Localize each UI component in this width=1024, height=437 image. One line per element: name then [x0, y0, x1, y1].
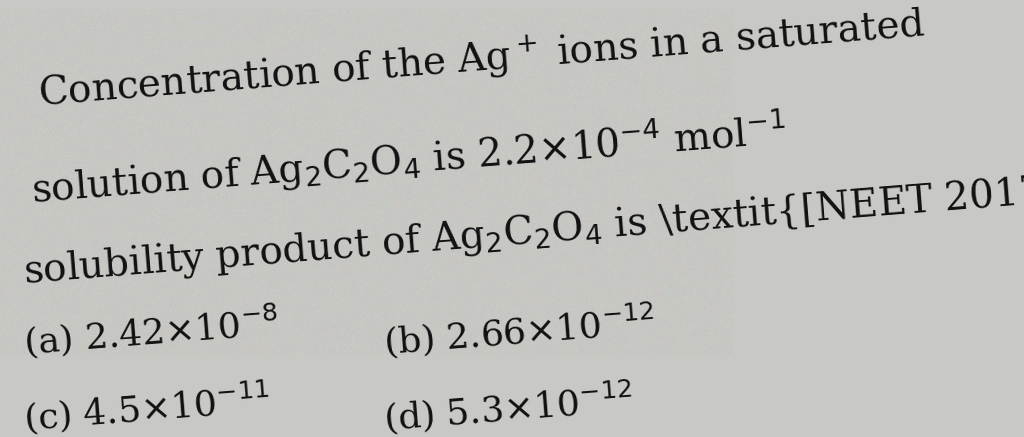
Text: solution of Ag$_2$C$_2$O$_4$ is 2.2$\times$10$^{-4}$ mol$^{-1}$: solution of Ag$_2$C$_2$O$_4$ is 2.2$\tim… [30, 106, 787, 212]
Text: (b) 2.66$\times$10$^{-12}$: (b) 2.66$\times$10$^{-12}$ [382, 299, 656, 362]
Text: solubility product of Ag$_2$C$_2$O$_4$ is \textit{[NEET 2017]}: solubility product of Ag$_2$C$_2$O$_4$ i… [23, 168, 1024, 293]
Text: (d) 5.3$\times$10$^{-12}$: (d) 5.3$\times$10$^{-12}$ [382, 378, 634, 437]
Text: (c) 4.5$\times$10$^{-11}$: (c) 4.5$\times$10$^{-11}$ [23, 378, 271, 437]
Text: (a) 2.42$\times$10$^{-8}$: (a) 2.42$\times$10$^{-8}$ [23, 301, 281, 362]
Text: Concentration of the Ag$^+$ ions in a saturated: Concentration of the Ag$^+$ ions in a sa… [37, 2, 927, 115]
